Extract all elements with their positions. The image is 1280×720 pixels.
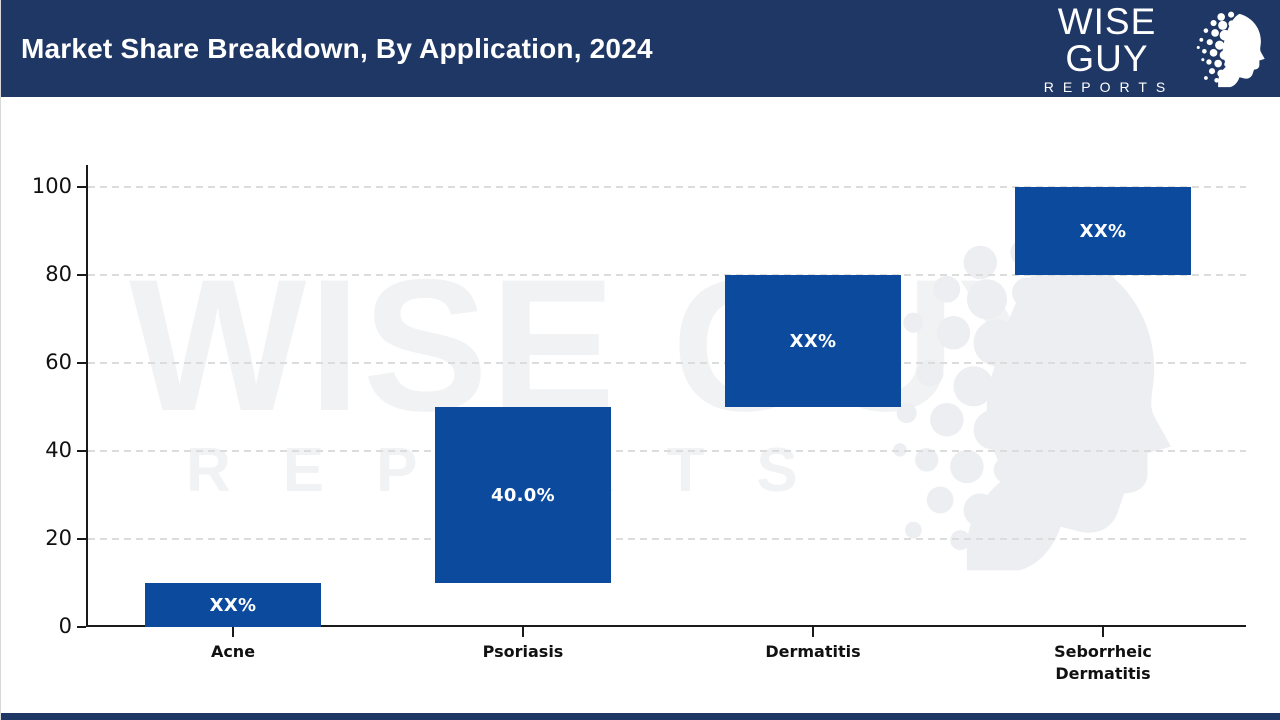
bar-value-label: XX% [1079,220,1127,242]
gridline [88,274,1246,276]
gridline [88,186,1246,188]
page-title: Market Share Breakdown, By Application, … [21,32,653,64]
category-label: Psoriasis [482,642,564,661]
footer-bar [1,713,1280,720]
category-label: Acne [210,642,256,661]
category-label: Dermatitis [765,642,861,661]
x-tick-mark [1102,627,1104,637]
category-label: Seborrheic Dermatitis [1054,642,1152,683]
gridline [88,450,1246,452]
bar-segment: 40.0% [435,407,611,583]
y-tick-label: 60 [45,350,72,374]
logo-wordmark: WISE GUY REPORTS [1017,3,1197,95]
x-tick-mark [522,627,524,637]
y-tick-mark [77,274,86,276]
bar-value-label: 40.0% [491,484,555,506]
bar-segment: XX% [725,275,901,407]
y-tick-label: 0 [58,614,72,638]
y-tick-mark [77,450,86,452]
bar-value-label: XX% [789,330,837,352]
bar-segment: XX% [145,583,321,627]
y-tick-label: 40 [45,438,72,462]
y-tick-mark [77,626,86,628]
brand-logo: WISE GUY REPORTS [1017,3,1267,95]
x-tick-mark [812,627,814,637]
y-tick-mark [77,362,86,364]
y-tick-mark [77,186,86,188]
y-tick-label: 100 [31,174,72,198]
gridline [88,362,1246,364]
logo-name: WISE GUY [1057,1,1157,79]
bar-value-label: XX% [209,594,257,616]
y-tick-label: 20 [45,526,72,550]
y-tick-label: 80 [45,262,72,286]
gridline [88,538,1246,540]
y-tick-mark [77,538,86,540]
chart-container: WISE GUY REPORTS 020406080100AcnePsorias… [1,97,1280,713]
header: Market Share Breakdown, By Application, … [1,0,1280,97]
x-tick-mark [232,627,234,637]
bar-chart-plot: 0 20 40 60 80 100 Acne Psoriasis Dermatitis Sebor… [32,165,1246,683]
bar-segment: XX% [1015,187,1191,275]
logo-subtitle: REPORTS [1043,79,1175,95]
